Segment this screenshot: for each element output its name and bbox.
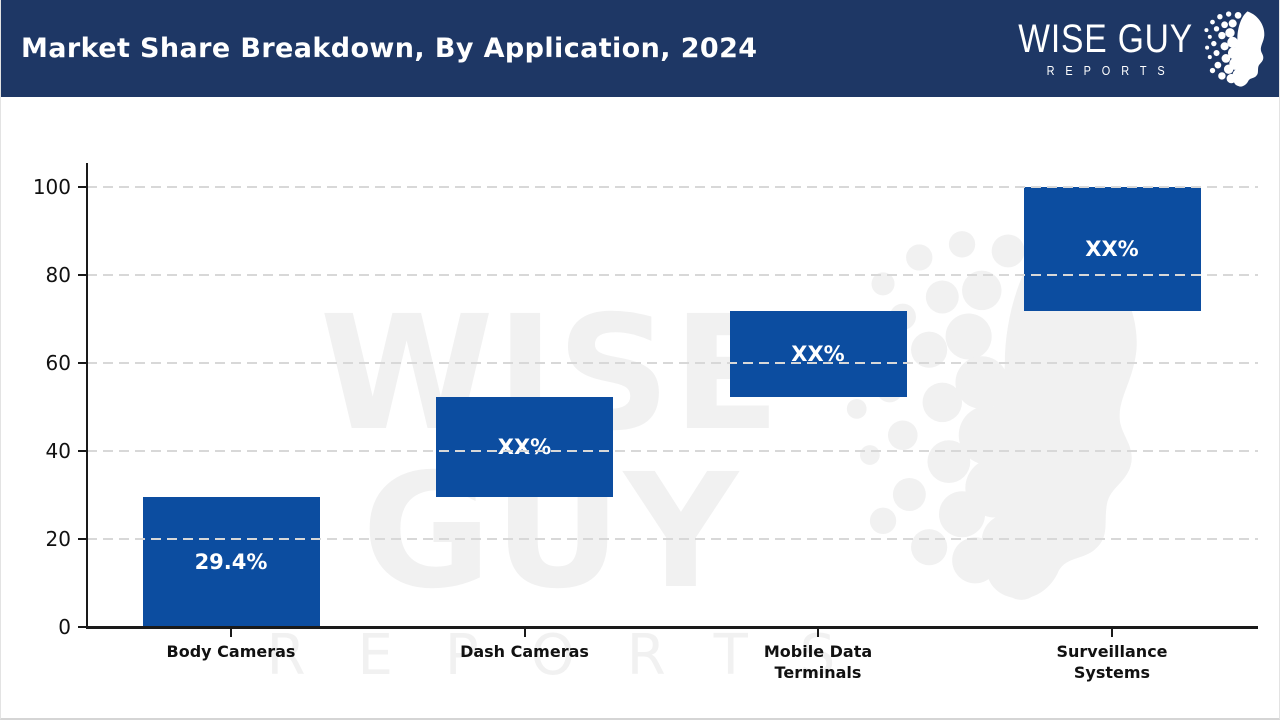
y-axis-tick [78, 273, 86, 276]
y-axis-tick-label: 40 [45, 438, 71, 463]
gridline-100 [87, 185, 1258, 188]
wiseguy-logo: WISE GUY REPORTS [985, 8, 1269, 90]
chart-title: Market Share Breakdown, By Application, … [21, 33, 758, 64]
gridline-20 [87, 537, 1258, 540]
category-label: Dash Cameras [415, 641, 635, 662]
y-axis-line [86, 163, 88, 629]
x-axis-tick [817, 629, 819, 637]
category-label-line: Systems [1073, 663, 1151, 682]
y-axis-tick [78, 361, 86, 364]
y-axis-tick [78, 185, 86, 188]
category-label-line: Body Cameras [166, 642, 296, 661]
category-label-line: Terminals [774, 663, 862, 682]
x-axis-tick [230, 629, 232, 637]
logo-brand-subtitle: REPORTS [1046, 63, 1176, 78]
category-label-line: Dash Cameras [460, 642, 589, 661]
bar-segment: XX% [729, 311, 907, 397]
x-axis-tick [1111, 629, 1113, 637]
header-bar: Market Share Breakdown, By Application, … [1, 0, 1279, 97]
y-axis-tick-label: 20 [45, 526, 71, 551]
category-label-line: Mobile Data [763, 642, 873, 661]
bar-value-label: XX% [1085, 236, 1139, 261]
bar-value-label: 29.4% [194, 550, 268, 575]
category-label: Body Cameras [121, 641, 341, 662]
y-axis-tick [78, 449, 86, 452]
bar-value-label: XX% [497, 435, 552, 460]
x-axis-line [86, 626, 1258, 629]
y-axis-tick-label: 60 [45, 350, 71, 375]
y-axis-tick-label: 80 [45, 262, 71, 287]
category-label-line: Surveillance [1056, 642, 1168, 661]
wiseguy-face-icon [1204, 10, 1265, 87]
wiseguy-logo-text: WISE GUY REPORTS [1018, 19, 1193, 78]
gridline-80 [87, 273, 1258, 276]
y-axis-tick [78, 537, 86, 540]
category-label: Surveillance Systems [1002, 641, 1222, 683]
y-axis-tick-label: 100 [32, 174, 71, 199]
gridline-40 [87, 449, 1258, 452]
bar-segment: 29.4% [142, 497, 320, 627]
gridline-60 [87, 361, 1258, 364]
logo-brand-name: WISE GUY [1018, 17, 1193, 61]
category-label: Mobile Data Terminals [708, 641, 928, 683]
x-axis-tick [523, 629, 526, 637]
bar-segment: XX% [1023, 186, 1201, 312]
y-axis-tick-label: 0 [58, 615, 71, 639]
y-axis-tick [78, 626, 86, 628]
bar-segment: XX% [436, 396, 613, 498]
